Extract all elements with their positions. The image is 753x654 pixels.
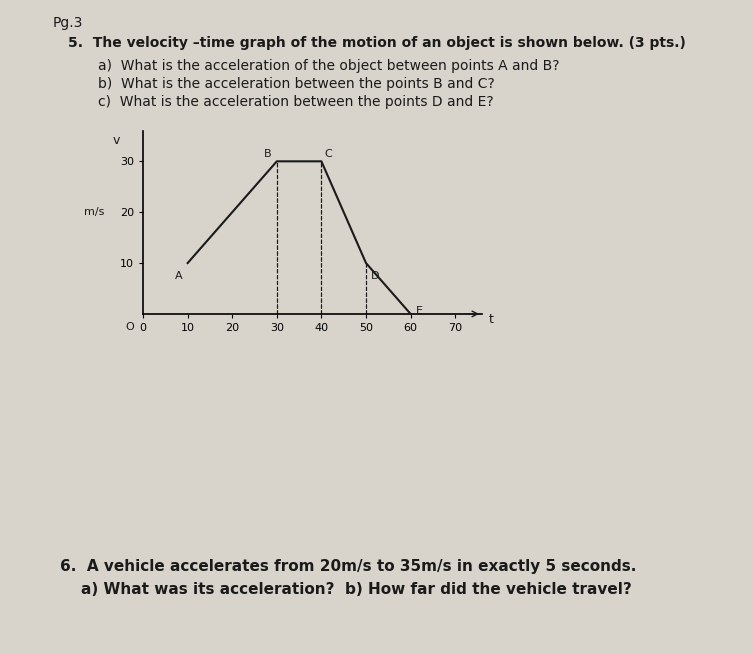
- Text: E: E: [416, 306, 423, 317]
- Text: C: C: [325, 148, 332, 159]
- Text: B: B: [264, 148, 272, 159]
- Text: c)  What is the acceleration between the points D and E?: c) What is the acceleration between the …: [98, 95, 493, 109]
- Text: O: O: [125, 322, 134, 332]
- Text: A: A: [175, 271, 182, 281]
- Text: a)  What is the acceleration of the object between points A and B?: a) What is the acceleration of the objec…: [98, 59, 559, 73]
- Text: Pg.3: Pg.3: [53, 16, 83, 30]
- Text: b)  What is the acceleration between the points B and C?: b) What is the acceleration between the …: [98, 77, 495, 91]
- Text: 5.  The velocity –time graph of the motion of an object is shown below. (3 pts.): 5. The velocity –time graph of the motio…: [68, 36, 686, 50]
- Text: t: t: [489, 313, 493, 326]
- Text: 6.  A vehicle accelerates from 20m/s to 35m/s in exactly 5 seconds.: 6. A vehicle accelerates from 20m/s to 3…: [60, 559, 636, 574]
- Text: v: v: [113, 135, 120, 147]
- Text: a) What was its acceleration?  b) How far did the vehicle travel?: a) What was its acceleration? b) How far…: [60, 582, 632, 597]
- Text: D: D: [370, 271, 380, 281]
- Text: m/s: m/s: [84, 207, 104, 217]
